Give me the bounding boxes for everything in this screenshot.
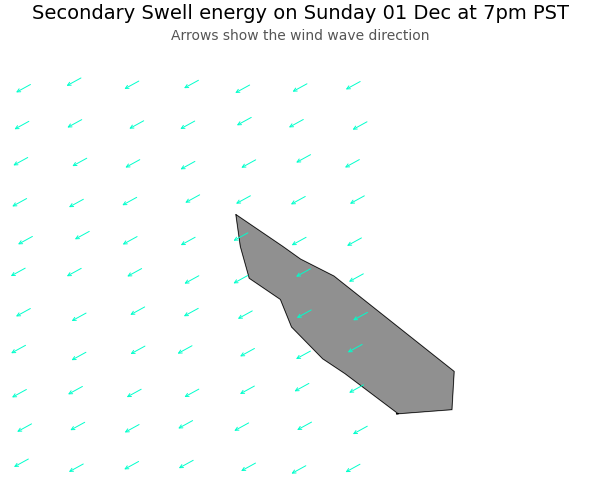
Text: Arrows show the wind wave direction: Arrows show the wind wave direction <box>171 29 430 43</box>
Text: Secondary Swell energy on Sunday 01 Dec at 7pm PST: Secondary Swell energy on Sunday 01 Dec … <box>32 4 569 22</box>
Polygon shape <box>236 215 454 414</box>
